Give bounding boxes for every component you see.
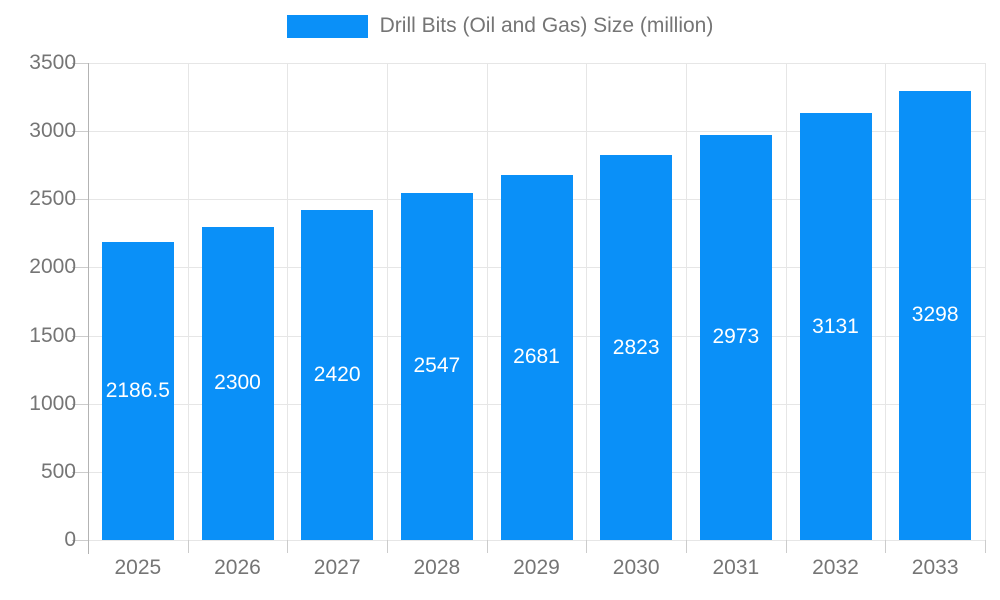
x-axis-tick [486,540,488,553]
x-axis-tick [686,540,687,553]
bar-2032[interactable]: 3131 [799,113,872,540]
y-axis-tick [72,267,88,269]
plot-area: 2186.5 2300 2420 2547 2681 2823 2973 3131 3298 [72,63,986,554]
x-axis-tick [586,540,588,553]
x-axis-tick [387,540,388,553]
bar-2026[interactable]: 2300 [201,226,274,540]
x-axis-category-label: 2026 [214,556,261,579]
y-axis-tick-label: 2000 [29,255,76,279]
gridline-vertical [387,63,388,540]
y-axis-tick-label: 0 [64,528,76,551]
x-axis-category-label: 2025 [114,556,162,579]
x-axis-category-label: 2033 [911,556,959,579]
y-axis-tick [72,199,88,201]
gridline-horizontal [88,63,985,64]
x-axis-category-label: 2028 [413,556,461,579]
bar-value-label: 2973 [712,325,760,349]
gridline-vertical [486,63,488,540]
gridline-vertical [885,63,887,540]
x-axis-tick [885,540,887,553]
gridline-vertical [686,63,687,540]
gridline-vertical [785,63,787,540]
bar-value-label: 2547 [413,354,461,378]
y-axis-tick [72,540,88,541]
bar-2025[interactable]: 2186.5 [101,242,174,540]
x-axis-category-label: 2029 [513,556,560,579]
y-axis-tick [72,471,88,473]
bar-value-label: 2420 [313,363,361,387]
gridline-vertical [586,63,588,540]
gridline-horizontal [88,540,985,541]
bar-value-label: 3131 [812,314,859,338]
bar-2033[interactable]: 3298 [899,90,972,540]
y-axis-tick [72,403,88,405]
bar-2030[interactable]: 2823 [600,155,673,540]
bar-2029[interactable]: 2681 [500,174,573,540]
y-axis-tick-label: 1500 [29,323,76,347]
gridline-vertical [985,63,986,540]
gridline-vertical [187,63,189,540]
legend-label: Drill Bits (Oil and Gas) Size (million) [379,14,714,37]
bar-2028[interactable]: 2547 [400,192,473,540]
y-axis-tick [72,131,88,133]
bar-value-label: 2186.5 [105,379,170,402]
bar-value-label: 2681 [513,345,560,369]
legend-swatch [286,14,368,38]
x-axis-category-label: 2031 [712,556,760,579]
bar-2027[interactable]: 2420 [301,210,374,540]
legend: Drill Bits (Oil and Gas) Size (million) [0,14,1000,38]
gridline-horizontal [88,131,985,133]
x-axis-tick [287,540,289,553]
x-axis-category-label: 2027 [313,556,361,579]
x-axis-tick [785,540,787,553]
y-axis-tick [72,335,88,337]
x-axis-tick [985,540,986,553]
x-axis-category-label: 2030 [612,556,660,579]
y-axis-tick-label: 2500 [29,187,76,211]
y-axis-tick-label: 3000 [29,119,76,143]
legend-item-drill-bits[interactable]: Drill Bits (Oil and Gas) Size (million) [286,14,714,38]
x-axis-category-label: 2032 [812,556,859,579]
bar-value-label: 2823 [612,335,660,359]
y-axis-tick-label: 500 [40,459,76,483]
y-axis-tick [72,63,88,64]
bar-2031[interactable]: 2973 [699,134,772,540]
y-axis-line [88,63,89,554]
y-axis-tick-label: 3500 [29,51,76,74]
gridline-vertical [287,63,289,540]
x-axis-tick [187,540,189,553]
y-axis-tick-label: 1000 [29,391,76,415]
bar-value-label: 2300 [214,371,261,395]
bar-value-label: 3298 [911,303,959,327]
